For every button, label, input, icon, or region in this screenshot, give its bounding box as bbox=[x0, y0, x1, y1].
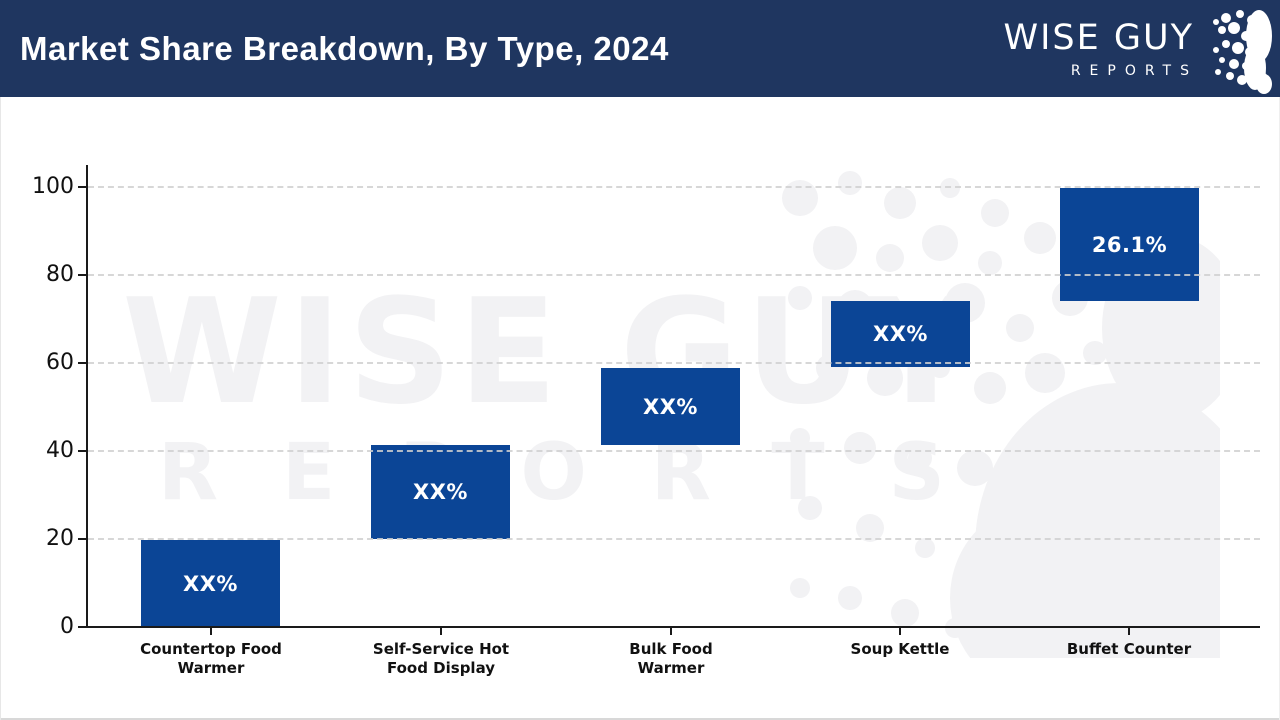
brand-logo: WISE GUY REPORTS bbox=[1003, 4, 1272, 94]
y-tick bbox=[78, 186, 86, 188]
y-tick-label: 80 bbox=[46, 262, 74, 287]
bar-value-label: 26.1% bbox=[1091, 232, 1168, 257]
bar-value-label: XX% bbox=[183, 571, 238, 596]
gridline-80 bbox=[88, 274, 1260, 276]
y-tick bbox=[78, 626, 86, 628]
bar-value-label: XX% bbox=[413, 480, 468, 504]
x-tick bbox=[210, 628, 212, 635]
y-tick-label: 100 bbox=[32, 174, 74, 199]
y-axis-line bbox=[86, 165, 88, 628]
x-category-label: Bulk Food Warmer bbox=[629, 640, 713, 677]
y-tick-label: 60 bbox=[46, 350, 74, 375]
bar-self-service-hot-food-display: XX% bbox=[371, 445, 510, 539]
gridline-20 bbox=[88, 538, 1260, 540]
bar-bulk-food-warmer: XX% bbox=[601, 368, 740, 445]
header-bar: Market Share Breakdown, By Type, 2024 WI… bbox=[0, 0, 1280, 97]
bar-soup-kettle: XX% bbox=[831, 301, 970, 367]
y-tick-label: 0 bbox=[60, 614, 74, 639]
gridline-60 bbox=[88, 362, 1260, 364]
face-profile-icon bbox=[1213, 10, 1272, 94]
gridline-40 bbox=[88, 450, 1260, 452]
page-left-edge bbox=[0, 97, 1, 720]
y-tick-label: 20 bbox=[46, 526, 74, 551]
x-axis-line bbox=[86, 626, 1260, 628]
page-title: Market Share Breakdown, By Type, 2024 bbox=[20, 29, 669, 67]
logo-wordmark: WISE GUY bbox=[1003, 18, 1194, 58]
y-tick bbox=[78, 450, 86, 452]
y-tick bbox=[78, 274, 86, 276]
x-category-label: Buffet Counter bbox=[1066, 640, 1192, 658]
x-tick bbox=[899, 628, 901, 635]
bar-buffet-counter: 26.1% bbox=[1060, 188, 1199, 301]
x-tick bbox=[1128, 628, 1130, 635]
x-category-label: Soup Kettle bbox=[850, 640, 950, 658]
y-tick bbox=[78, 538, 86, 540]
x-tick bbox=[670, 628, 672, 635]
gridline-100 bbox=[88, 186, 1260, 188]
x-category-label: Self-Service Hot Food Display bbox=[372, 640, 510, 677]
bar-value-label: XX% bbox=[873, 322, 928, 346]
bar-value-label: XX% bbox=[643, 394, 698, 419]
logo-subtext: REPORTS bbox=[1070, 63, 1198, 79]
y-tick-label: 40 bbox=[46, 438, 74, 463]
x-tick bbox=[440, 628, 442, 635]
bar-countertop-food-warmer: XX% bbox=[141, 540, 280, 627]
x-category-label: Countertop Food Warmer bbox=[140, 640, 282, 677]
y-tick bbox=[78, 362, 86, 364]
page-bottom-edge bbox=[0, 718, 1280, 720]
